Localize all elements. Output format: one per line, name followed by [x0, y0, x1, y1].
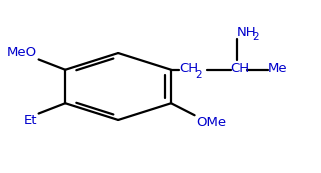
Text: NH: NH [237, 25, 256, 39]
Text: CH: CH [230, 62, 250, 75]
Text: Me: Me [268, 62, 288, 75]
Text: MeO: MeO [7, 46, 37, 59]
Text: OMe: OMe [196, 116, 226, 129]
Text: 2: 2 [195, 70, 202, 80]
Text: Et: Et [23, 114, 37, 127]
Text: 2: 2 [252, 32, 259, 42]
Text: CH: CH [179, 62, 198, 75]
